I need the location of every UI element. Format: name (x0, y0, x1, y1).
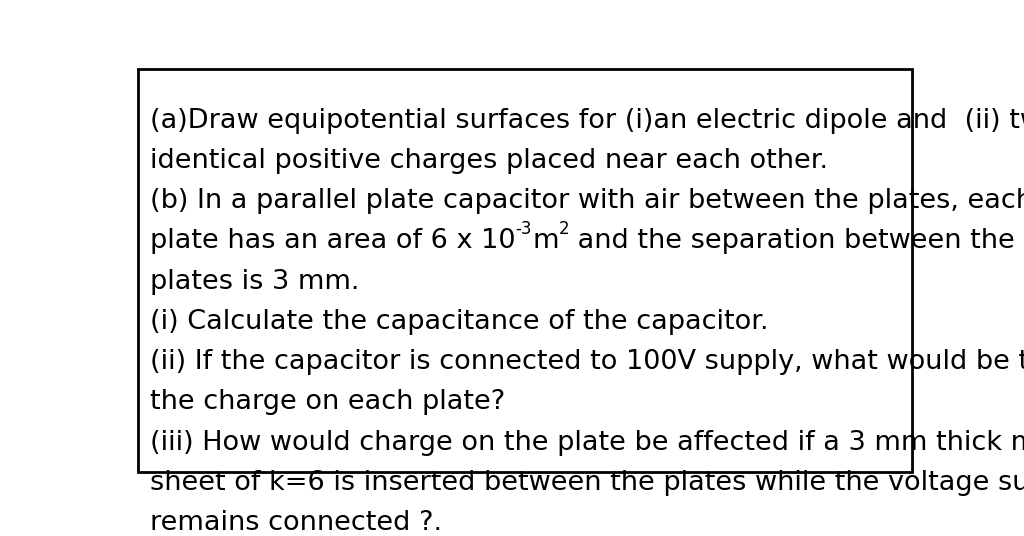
Text: plates is 3 mm.: plates is 3 mm. (151, 269, 359, 295)
Text: (a)Draw equipotential surfaces for (i)an electric dipole and  (ii) two: (a)Draw equipotential surfaces for (i)an… (151, 108, 1024, 133)
Text: the charge on each plate?: the charge on each plate? (151, 389, 506, 415)
Text: plate has an area of 6 x 10: plate has an area of 6 x 10 (151, 228, 516, 255)
Text: identical positive charges placed near each other.: identical positive charges placed near e… (151, 148, 828, 174)
Text: (ii) If the capacitor is connected to 100V supply, what would be the: (ii) If the capacitor is connected to 10… (151, 349, 1024, 375)
Text: m: m (532, 228, 559, 255)
Text: -3: -3 (516, 220, 532, 239)
Text: (iii) How would charge on the plate be affected if a 3 mm thick mica: (iii) How would charge on the plate be a… (151, 429, 1024, 456)
Text: sheet of k=6 is inserted between the plates while the voltage supply: sheet of k=6 is inserted between the pla… (151, 470, 1024, 496)
Text: and the separation between the: and the separation between the (569, 228, 1015, 255)
Text: (i) Calculate the capacitance of the capacitor.: (i) Calculate the capacitance of the cap… (151, 309, 769, 335)
Text: remains connected ?.: remains connected ?. (151, 510, 442, 536)
Text: 2: 2 (559, 220, 569, 239)
Text: (b) In a parallel plate capacitor with air between the plates, each: (b) In a parallel plate capacitor with a… (151, 188, 1024, 214)
